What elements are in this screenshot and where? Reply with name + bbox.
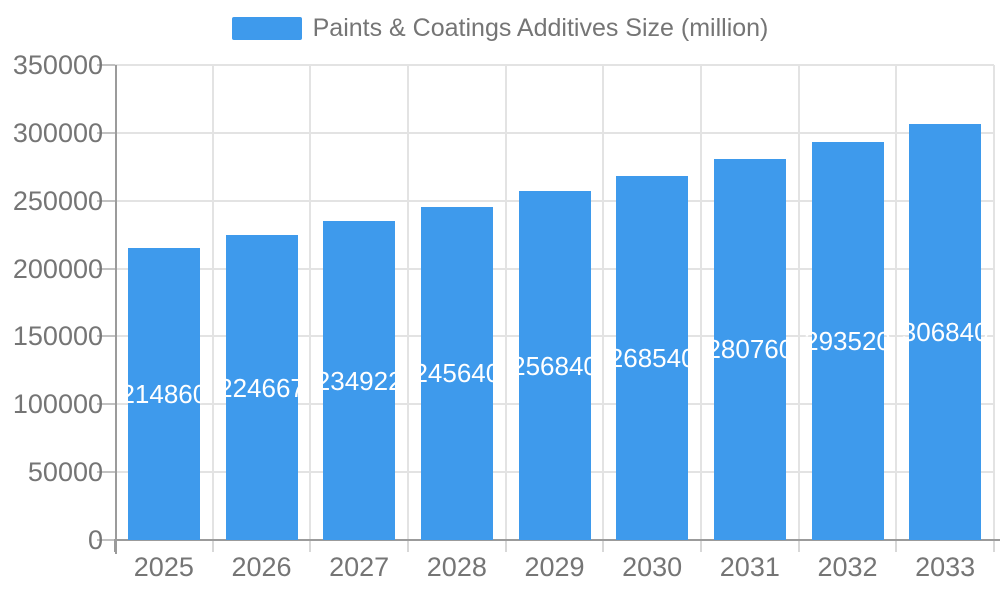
x-axis-label: 2026 — [231, 552, 292, 582]
x-axis-label: 2025 — [133, 552, 194, 582]
bar-value-label: 224667 — [218, 372, 305, 403]
y-tick-mark — [97, 199, 115, 202]
legend-label: Paints & Coatings Additives Size (millio… — [312, 14, 769, 42]
x-tick-mark — [504, 540, 507, 552]
bar-value-label: 245640 — [413, 358, 501, 389]
x-tick-mark — [211, 540, 214, 552]
x-gridline — [602, 65, 605, 540]
bar[interactable]: 293520 — [804, 141, 891, 540]
x-tick-mark — [700, 540, 702, 552]
y-tick-mark — [97, 64, 115, 66]
bar[interactable]: 256840 — [511, 191, 598, 540]
bar[interactable]: 280760 — [706, 158, 793, 540]
y-axis-label: 300000 — [12, 117, 103, 148]
y-tick-mark — [97, 403, 115, 406]
x-axis-label: 2028 — [426, 552, 487, 582]
y-tick-mark — [97, 335, 115, 338]
x-gridline — [797, 65, 800, 540]
x-axis-line — [114, 539, 1000, 541]
bar-value-label: 293520 — [804, 325, 891, 356]
x-gridline — [993, 65, 995, 540]
y-tick-mark — [97, 267, 115, 270]
bar-value-label: 214860 — [120, 379, 208, 410]
x-gridline — [407, 65, 409, 540]
x-gridline — [309, 65, 312, 540]
bar-value-label: 306840 — [901, 316, 989, 347]
y-tick-mark — [97, 539, 115, 541]
y-axis-label: 350000 — [12, 50, 103, 80]
x-axis-label: 2033 — [915, 552, 976, 582]
legend-item[interactable]: Paints & Coatings Additives Size (millio… — [0, 14, 1000, 43]
x-gridline — [895, 65, 898, 540]
bar[interactable]: 234922 — [316, 221, 403, 540]
x-gridline — [700, 65, 702, 540]
x-axis-label: 2027 — [329, 552, 390, 582]
y-axis-line — [115, 65, 117, 554]
bar[interactable]: 214860 — [120, 248, 207, 540]
x-axis-label: 2032 — [817, 552, 878, 582]
bar-value-label: 280760 — [706, 334, 794, 365]
legend-swatch — [231, 17, 302, 40]
x-axis-label: 2029 — [524, 552, 585, 582]
y-axis-label: 100000 — [12, 389, 103, 420]
y-axis-label: 0 — [87, 525, 103, 555]
bar-value-label: 256840 — [511, 350, 598, 381]
x-tick-mark — [407, 540, 409, 552]
y-axis-label: 200000 — [12, 253, 103, 284]
y-tick-mark — [97, 131, 115, 134]
x-tick-mark — [895, 540, 898, 552]
y-axis-label: 250000 — [12, 185, 103, 216]
x-tick-mark — [309, 540, 312, 552]
x-tick-mark — [993, 540, 995, 552]
y-tick-mark — [97, 471, 115, 474]
x-gridline — [211, 65, 214, 540]
bar[interactable]: 224667 — [218, 235, 305, 540]
x-gridline — [504, 65, 507, 540]
y-gridline — [115, 64, 994, 66]
x-tick-mark — [797, 540, 800, 552]
bar-value-label: 234922 — [315, 365, 403, 396]
x-axis-label: 2030 — [622, 552, 683, 582]
x-tick-mark — [602, 540, 605, 552]
bar-value-label: 268540 — [608, 342, 696, 373]
x-axis-label: 2031 — [719, 552, 780, 582]
y-axis-label: 150000 — [12, 321, 103, 352]
y-axis-label: 50000 — [27, 457, 103, 488]
bar[interactable]: 245640 — [413, 206, 500, 540]
bar[interactable]: 306840 — [902, 123, 989, 540]
y-gridline — [115, 131, 994, 134]
bar[interactable]: 268540 — [609, 175, 696, 540]
